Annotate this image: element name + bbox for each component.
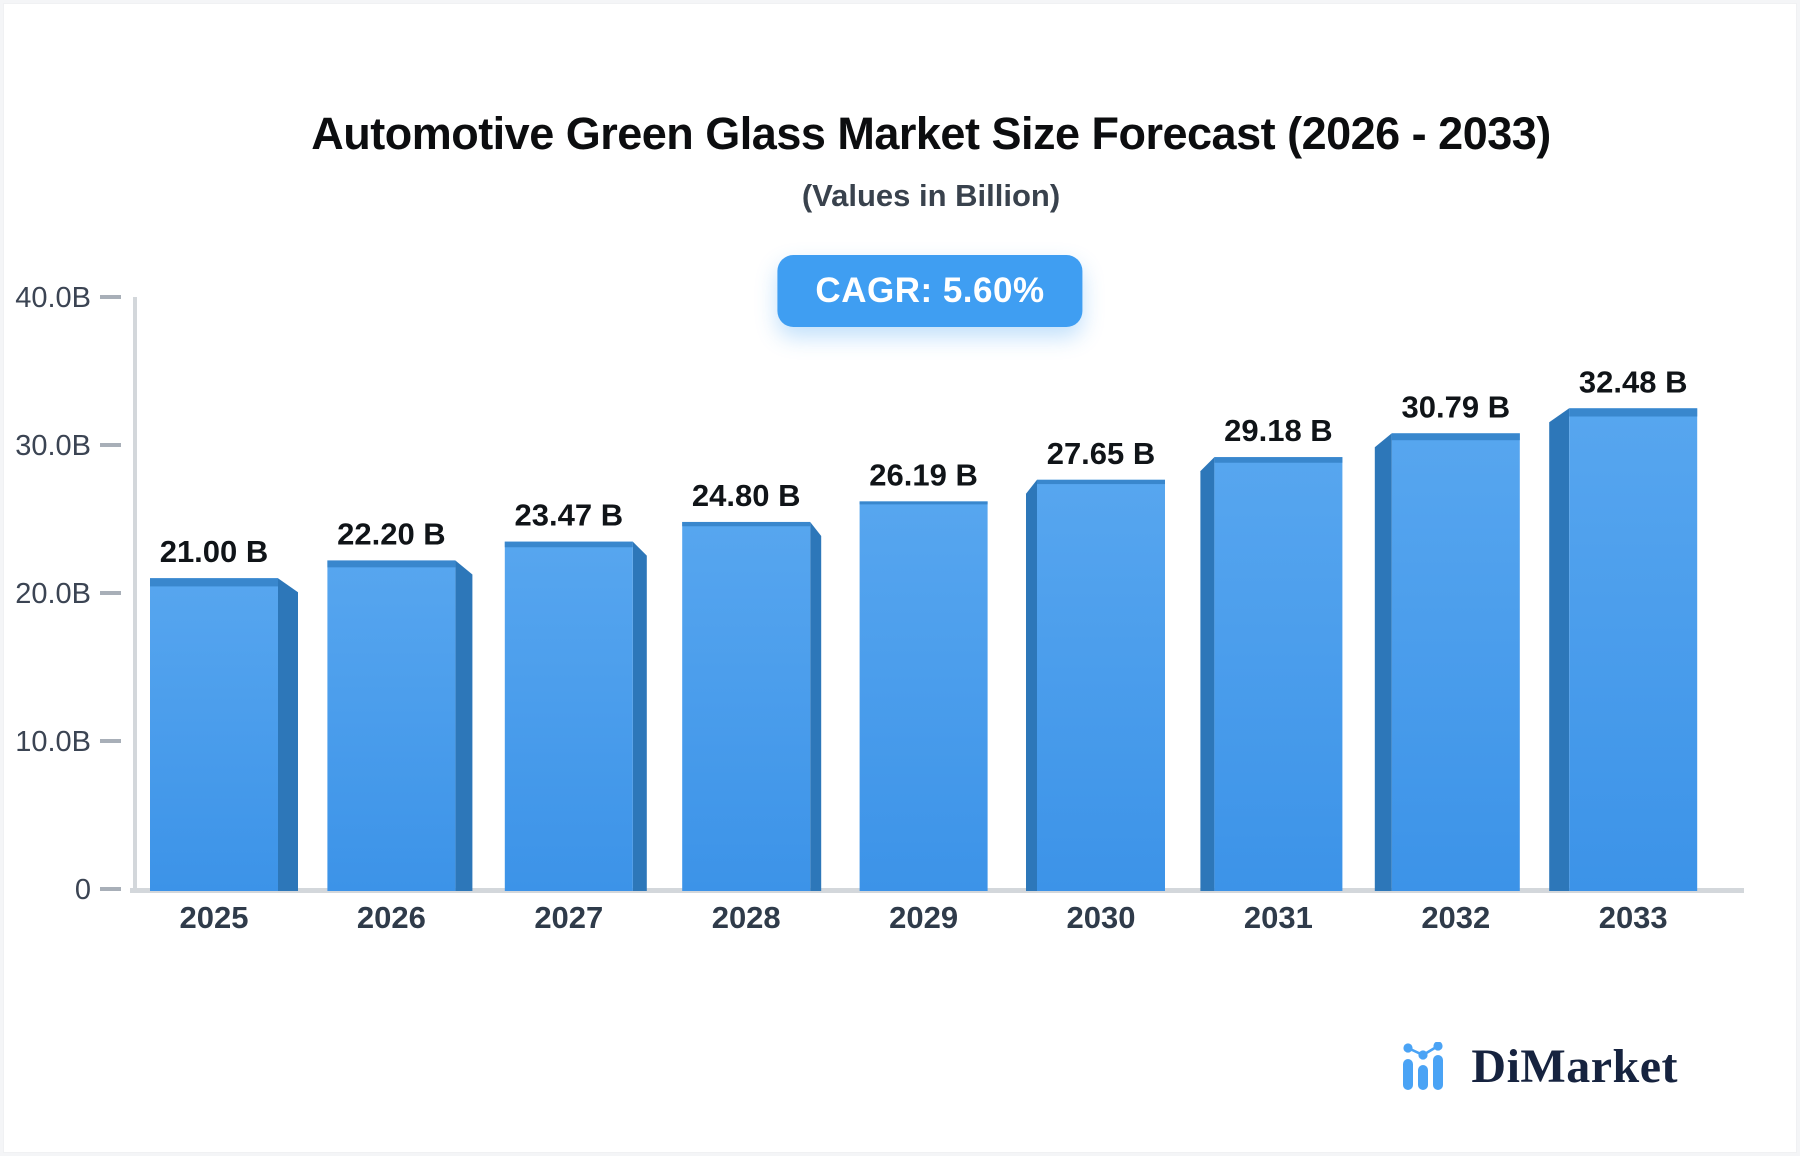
y-tick-dash-10.0B xyxy=(100,739,121,743)
bar-face-2030 xyxy=(1037,479,1165,891)
x-tick-label-2026: 2026 xyxy=(357,900,426,935)
bars-layer: 21.00 B 2025 22.20 B 2026 23.47 B 2027 24.80 B… xyxy=(150,364,1698,935)
y-tick-label-0: 0 xyxy=(75,874,91,906)
x-tick-label-2031: 2031 xyxy=(1244,900,1313,935)
logo-dot-right xyxy=(1433,1041,1444,1051)
bar-face-2028 xyxy=(682,521,811,891)
chart-header: Automotive Green Glass Market Size Forec… xyxy=(4,4,1796,214)
bar-side-2026 xyxy=(455,560,473,891)
bar-top-edge-2028 xyxy=(682,521,811,527)
bar-top-edge-2030 xyxy=(1037,479,1165,485)
brand-name: DiMarket xyxy=(1471,1040,1678,1093)
bar-group-2031: 29.18 B 2031 xyxy=(1200,413,1343,935)
bar-group-2027: 23.47 B 2027 xyxy=(504,498,647,935)
y-tick-dash-0 xyxy=(100,887,121,891)
cagr-badge: CAGR: 5.60% xyxy=(777,255,1083,327)
x-tick-label-2033: 2033 xyxy=(1599,900,1668,935)
bar-value-label-2030: 27.65 B xyxy=(1047,436,1156,471)
bar-face-2027 xyxy=(504,541,633,891)
bar-group-2032: 30.79 B 2032 xyxy=(1374,389,1520,935)
bar-value-label-2031: 29.18 B xyxy=(1224,413,1333,448)
y-tick-dash-40.0B xyxy=(100,295,121,299)
x-tick-label-2025: 2025 xyxy=(180,900,249,935)
bar-group-2026: 22.20 B 2026 xyxy=(327,516,473,935)
chart-canvas: 40.0B 30.0B 20.0B 10.0B 0 21.00 B 2025 22.20 B… xyxy=(15,282,1744,935)
bar-group-2029: 26.19 B 2029 xyxy=(859,457,988,935)
x-tick-label-2028: 2028 xyxy=(712,900,781,935)
y-tick-label-30.0B: 30.0B xyxy=(15,430,91,462)
x-tick-label-2032: 2032 xyxy=(1421,900,1490,935)
bar-top-edge-2033 xyxy=(1569,408,1698,417)
bar-face-2025 xyxy=(150,578,278,891)
logo-bar-left xyxy=(1403,1058,1414,1090)
page-subtitle: (Values in Billion) xyxy=(801,178,1061,213)
chart-card: Automotive Green Glass Market Size Forec… xyxy=(3,3,1797,1153)
bar-face-2033 xyxy=(1569,408,1698,891)
bar-top-edge-2031 xyxy=(1214,457,1343,463)
logo-bar-right xyxy=(1433,1054,1444,1090)
bar-side-2032 xyxy=(1374,433,1392,891)
y-tick-dash-20.0B xyxy=(100,591,121,595)
x-tick-label-2030: 2030 xyxy=(1067,900,1136,935)
bar-value-label-2032: 30.79 B xyxy=(1402,389,1511,424)
bar-face-2029 xyxy=(859,501,988,891)
y-tick-dash-30.0B xyxy=(100,443,121,447)
bar-value-label-2028: 24.80 B xyxy=(692,478,801,513)
bar-chart-logo-icon xyxy=(1403,1041,1444,1090)
bar-top-edge-2029 xyxy=(859,501,988,505)
brand-logo: DiMarket xyxy=(1401,1039,1678,1094)
bar-value-label-2026: 22.20 B xyxy=(337,516,446,551)
bar-top-edge-2025 xyxy=(150,578,278,587)
logo-bar-middle xyxy=(1418,1064,1429,1090)
x-tick-label-2029: 2029 xyxy=(889,900,958,935)
bar-group-2028: 24.80 B 2028 xyxy=(682,478,822,935)
bar-side-2028 xyxy=(810,521,822,891)
logo-dot-left xyxy=(1403,1042,1414,1053)
bar-top-edge-2026 xyxy=(327,560,456,568)
y-tick-label-10.0B: 10.0B xyxy=(15,726,91,758)
y-axis-line xyxy=(133,297,137,890)
bar-side-2031 xyxy=(1200,457,1215,891)
x-tick-label-2027: 2027 xyxy=(534,900,603,935)
y-tick-label-40.0B: 40.0B xyxy=(15,282,91,314)
bar-side-2030 xyxy=(1026,479,1037,891)
bar-top-edge-2027 xyxy=(504,541,633,548)
bar-value-label-2027: 23.47 B xyxy=(515,498,624,533)
bar-value-label-2029: 26.19 B xyxy=(869,457,978,492)
page-title: Automotive Green Glass Market Size Forec… xyxy=(311,108,1551,159)
bar-value-label-2025: 21.00 B xyxy=(160,534,269,569)
cagr-badge-label: CAGR: 5.60% xyxy=(815,271,1045,310)
bar-top-edge-2032 xyxy=(1391,433,1520,441)
bar-group-2030: 27.65 B 2030 xyxy=(1026,436,1165,935)
bar-side-2033 xyxy=(1549,408,1570,891)
bar-side-2027 xyxy=(632,541,647,891)
bar-face-2032 xyxy=(1391,433,1520,891)
bar-side-2025 xyxy=(278,578,298,891)
bar-group-2033: 32.48 B 2033 xyxy=(1549,364,1698,935)
y-tick-label-20.0B: 20.0B xyxy=(15,578,91,610)
bar-value-label-2033: 32.48 B xyxy=(1579,364,1688,399)
bar-face-2026 xyxy=(327,560,456,891)
bar-group-2025: 21.00 B 2025 xyxy=(150,534,298,935)
logo-dot-middle xyxy=(1418,1049,1429,1060)
bar-face-2031 xyxy=(1214,457,1343,891)
